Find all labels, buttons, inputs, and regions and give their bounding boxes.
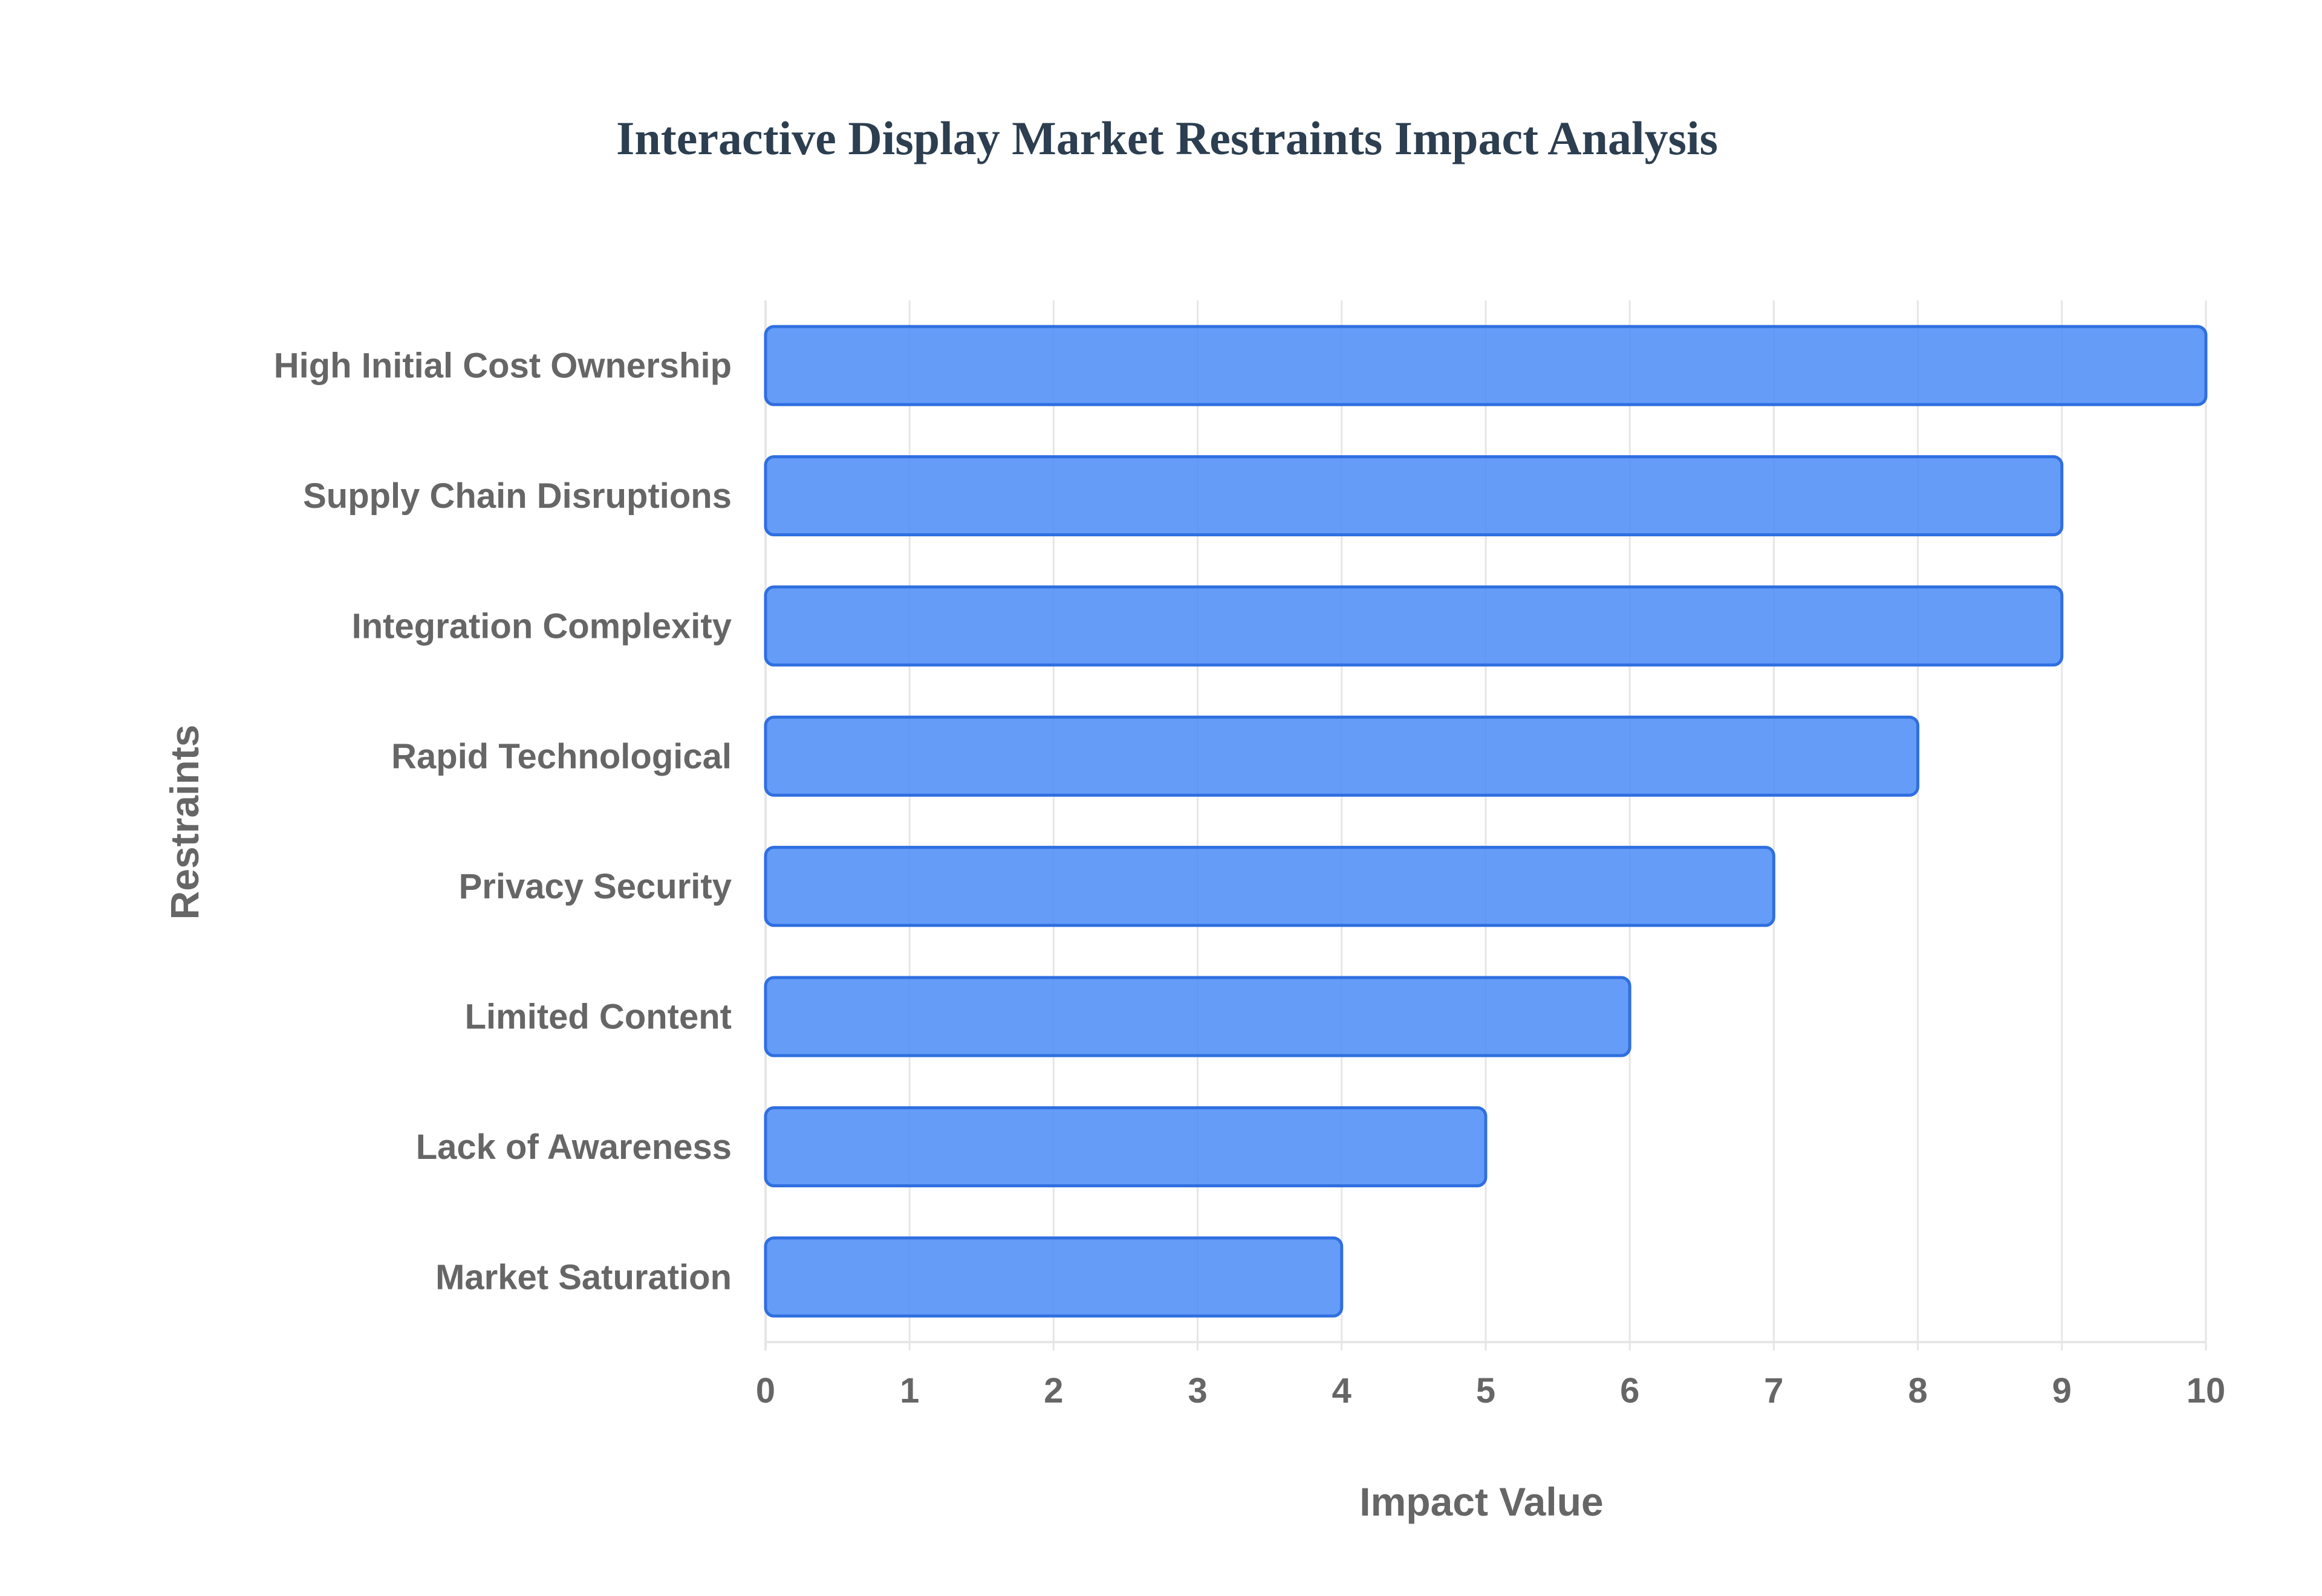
bars: High Initial Cost Ownership: 10 Supply Ch… — [764, 325, 2208, 1318]
y-axis-title: Restraints — [162, 725, 207, 920]
bar[interactable]: Limited Content: 6 — [764, 976, 1631, 1057]
y-tick-label: Market Saturation — [435, 1257, 732, 1297]
bar[interactable]: Market Saturation: 4 — [764, 1236, 1344, 1318]
x-axis-title: Impact Value — [1359, 1479, 1604, 1524]
x-tick-label: 0 — [756, 1371, 775, 1410]
y-axis-tick-labels: High Initial Cost Ownership Supply Chain … — [274, 346, 732, 1297]
y-tick-label: High Initial Cost Ownership — [274, 346, 732, 386]
y-tick-label: Lack of Awareness — [416, 1127, 732, 1167]
x-tick-label: 1 — [900, 1371, 919, 1410]
bar[interactable]: Rapid Technological: 8 — [764, 715, 1920, 797]
x-tick-label: 6 — [1620, 1371, 1639, 1410]
x-tick-label: 10 — [2187, 1371, 2226, 1410]
x-tick-label: 7 — [1764, 1371, 1783, 1410]
y-tick-label: Limited Content — [465, 997, 732, 1037]
x-tick-label: 5 — [1476, 1371, 1495, 1410]
bar[interactable]: Supply Chain Disruptions: 9 — [764, 455, 2064, 537]
x-tick-label: 8 — [1908, 1371, 1927, 1410]
x-tick-label: 2 — [1044, 1371, 1063, 1410]
chart-title: Interactive Display Market Restraints Im… — [616, 112, 1718, 164]
bar[interactable]: Lack of Awareness: 5 — [764, 1106, 1488, 1188]
bar[interactable]: Privacy Security: 7 — [764, 846, 1775, 927]
x-tick-label: 4 — [1332, 1371, 1351, 1410]
y-tick-label: Privacy Security — [459, 867, 732, 906]
y-tick-label: Integration Complexity — [352, 606, 732, 646]
y-tick-label: Rapid Technological — [391, 737, 732, 776]
bar[interactable]: Integration Complexity: 9 — [764, 585, 2064, 667]
x-axis-tick-labels: 0 1 2 3 4 5 6 7 8 9 10 — [756, 1371, 2225, 1410]
x-tick-label: 9 — [2052, 1371, 2072, 1410]
x-tick-label: 3 — [1188, 1371, 1207, 1410]
bar[interactable]: High Initial Cost Ownership: 10 — [764, 325, 2208, 406]
y-tick-label: Supply Chain Disruptions — [303, 476, 732, 516]
